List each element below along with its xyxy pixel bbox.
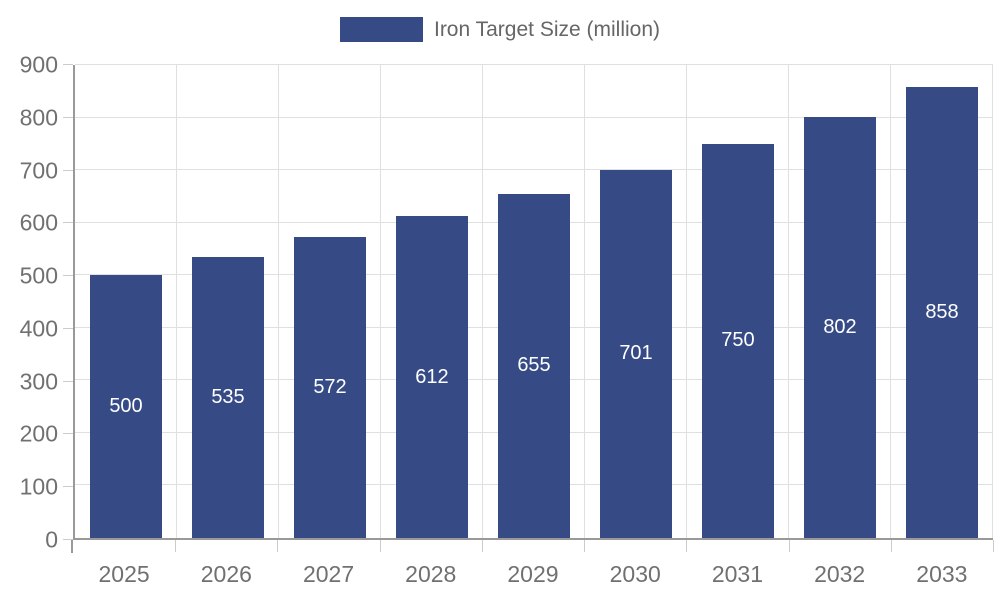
x-tick-label: 2026 [200,561,252,587]
bar-band: 802 [789,65,891,538]
x-axis-ticks [71,540,994,553]
y-tick-mark [63,116,73,118]
bar-value-label: 750 [721,329,755,352]
x-tick-mark [71,540,73,553]
horizontal-gridline [75,116,993,118]
bar-value-label: 572 [313,376,347,399]
bar-2029: 655 [497,193,571,538]
bar-value-label: 858 [925,301,959,324]
bar-band: 572 [279,65,381,538]
x-tick-mark [277,540,279,552]
y-tick-label: 200 [19,420,58,447]
y-tick-mark [63,327,73,329]
bar-2027: 572 [293,237,367,538]
x-axis-labels: 2025 2026 2027 2028 2029 2030 2031 2032 2033 [73,557,993,591]
y-axis-labels: 0 100 200 300 400 500 600 700 800 900 [0,52,58,553]
bar-band: 612 [381,65,483,538]
bar-band: 655 [483,65,585,538]
x-tick-label: 2029 [507,561,559,587]
y-tick-label: 300 [19,368,58,395]
vertical-gridline [992,65,993,538]
bar-value-label: 500 [109,395,143,418]
legend[interactable]: Iron Target Size (million) [0,17,1000,42]
y-tick-mark [63,433,73,435]
x-tick-mark [481,540,483,552]
bar-value-label: 701 [619,342,653,365]
legend-label: Iron Target Size (million) [433,17,661,41]
vertical-gridline [685,65,687,538]
y-tick-mark [63,169,73,171]
y-tick-label: 100 [19,473,58,500]
bar-band: 535 [177,65,279,538]
bar-band: 500 [75,65,177,538]
bar-2028: 612 [395,216,469,538]
y-tick-mark [63,539,73,540]
bar-band: 750 [687,65,789,538]
y-tick-mark [63,64,73,65]
bar-band: 858 [891,65,993,538]
bar-2031: 750 [701,143,775,538]
x-tick-label: 2028 [405,561,457,587]
y-tick-mark [63,222,73,224]
bar-value-label: 802 [823,315,857,338]
vertical-gridline [584,65,585,538]
vertical-gridline [481,65,483,538]
vertical-gridline [379,65,381,538]
x-tick-mark [686,540,688,552]
y-tick-mark [63,380,73,382]
x-tick-label: 2027 [302,561,355,587]
legend-swatch [339,17,423,42]
y-tick-label: 800 [19,104,58,131]
horizontal-gridline [75,169,993,171]
x-tick-label: 2030 [609,561,661,587]
bar-value-label: 612 [415,365,449,388]
y-tick-label: 400 [19,315,58,342]
y-tick-mark [63,275,73,277]
y-tick-label: 600 [19,209,58,236]
vertical-gridline [175,65,177,538]
bar-band: 701 [585,65,687,538]
bar-value-label: 535 [211,385,245,408]
y-axis-ticks [63,64,73,540]
x-tick-mark [175,540,177,552]
bar-2033: 858 [905,87,979,538]
y-tick-label: 900 [19,51,58,78]
bar-value-label: 655 [517,354,551,377]
y-tick-label: 500 [19,262,58,289]
x-tick-label: 2025 [98,561,150,587]
bar-2025: 500 [89,275,163,538]
bar-2026: 535 [191,256,265,538]
vertical-gridline [889,65,891,538]
y-tick-label: 700 [19,157,58,184]
x-tick-label: 2032 [814,561,866,587]
x-tick-label: 2033 [916,561,968,587]
x-tick-mark [890,540,892,552]
plot-area: 500 535 572 612 655 701 750 802 858 [73,64,993,540]
bar-2030: 701 [599,169,673,538]
bar-2032: 802 [803,116,877,538]
vertical-gridline [788,65,789,538]
x-tick-mark [788,540,790,552]
vertical-gridline [277,65,279,538]
x-tick-label: 2031 [711,561,764,587]
y-tick-label: 0 [45,526,58,553]
x-tick-mark [584,540,586,552]
x-tick-mark [379,540,381,552]
x-tick-mark [993,540,994,552]
y-tick-mark [63,486,73,488]
horizontal-gridline [75,64,993,65]
